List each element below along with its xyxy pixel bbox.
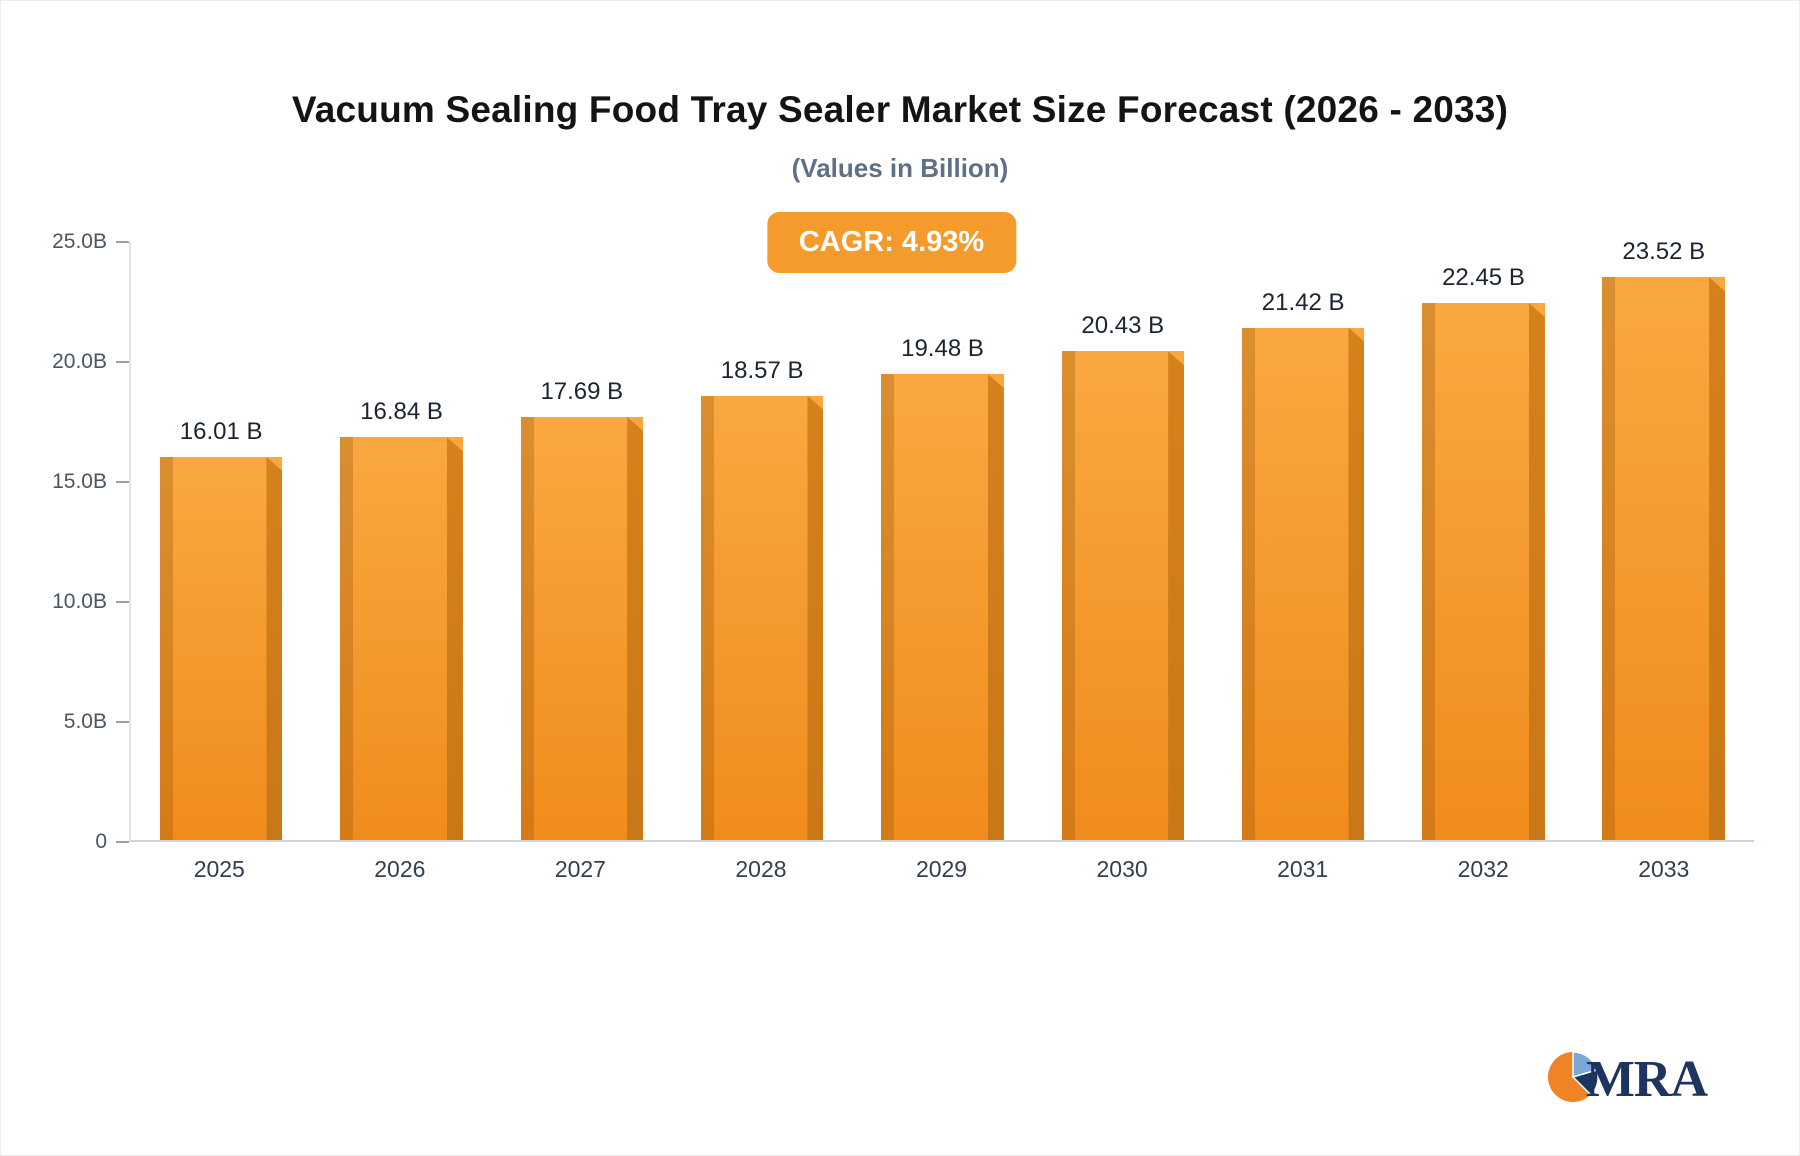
bar-side-face xyxy=(987,374,1004,840)
y-tick-mark xyxy=(116,241,129,243)
y-tick-mark xyxy=(116,841,129,843)
x-label-2027: 2027 xyxy=(554,856,606,882)
bar-slot-2033: 23.52 B xyxy=(1574,238,1754,840)
bar-value-label-2027: 17.69 B xyxy=(540,377,624,405)
bar-value-label-2030: 20.43 B xyxy=(1081,312,1165,340)
y-tick-15.0B: 15.0B xyxy=(29,470,129,494)
bar-2030: 20.43 B xyxy=(1061,312,1185,840)
x-label-2025: 2025 xyxy=(193,856,245,882)
x-label-2031: 2031 xyxy=(1277,856,1329,882)
bar-side-face xyxy=(1709,277,1726,840)
y-tick-0: 0 xyxy=(29,830,129,854)
y-tick-20.0B: 20.0B xyxy=(29,350,129,374)
chart-title: Vacuum Sealing Food Tray Sealer Market S… xyxy=(291,89,1509,130)
x-label-2032: 2032 xyxy=(1457,856,1509,882)
x-label-2026: 2026 xyxy=(374,856,426,882)
bar-side-face xyxy=(1348,327,1365,840)
y-tick-mark xyxy=(116,721,129,723)
bar-2025: 16.01 B xyxy=(159,418,283,840)
logo-text: MRA xyxy=(1585,1051,1708,1108)
bar-slot-2032: 22.45 B xyxy=(1393,242,1573,840)
y-tick-label: 0 xyxy=(95,830,107,853)
bar-value-label-2031: 21.42 B xyxy=(1261,288,1345,316)
y-tick-label: 15.0B xyxy=(52,470,107,493)
bar-value-label-2032: 22.45 B xyxy=(1442,264,1525,291)
brand-logo: MRA xyxy=(1546,1050,1708,1109)
bar-value-label-2026: 16.84 B xyxy=(360,398,443,426)
bar-value-label-2033: 23.52 B xyxy=(1622,238,1706,266)
bar-slot-2026: 16.84 B xyxy=(311,242,491,840)
bar-2027: 17.69 B xyxy=(520,378,644,840)
bar-slot-2030: 20.43 B xyxy=(1033,242,1213,840)
x-label-2028: 2028 xyxy=(735,856,787,882)
bar-side-face xyxy=(807,395,824,840)
plot-area: 16.01 B 16.84 B 17.69 B 18.57 B 19.48 B 20.43… xyxy=(129,238,1754,842)
y-tick-label: 5.0B xyxy=(63,710,107,733)
y-tick-label: 20.0B xyxy=(52,350,107,373)
y-tick-25.0B: 25.0B xyxy=(29,230,129,254)
bar-2033: 23.52 B xyxy=(1602,238,1726,840)
y-tick-5.0B: 5.0B xyxy=(29,710,129,734)
cagr-badge: CAGR: 4.93% xyxy=(766,212,1017,273)
bar-side-face xyxy=(266,457,283,840)
bar-side-face xyxy=(1168,351,1185,840)
y-tick-mark xyxy=(116,601,129,603)
x-axis-labels: 2025 2026 2027 2028 2029 2030 2031 2032 2033 xyxy=(129,856,1754,883)
chart-subtitle: (Values in Billion) xyxy=(791,153,1009,183)
y-tick-mark xyxy=(116,361,129,363)
y-tick-10.0B: 10.0B xyxy=(29,590,129,614)
x-label-2029: 2029 xyxy=(915,856,968,882)
bar-side-face xyxy=(1528,303,1545,840)
y-tick-label: 25.0B xyxy=(52,230,107,253)
bar-slot-2031: 21.42 B xyxy=(1213,242,1393,840)
bar-value-label-2029: 19.48 B xyxy=(901,335,984,363)
y-tick-mark xyxy=(116,481,129,483)
bar-slot-2028: 18.57 B xyxy=(672,242,852,840)
chart-area: CAGR: 4.93% 0 5.0B 10.0B 15.0B 20.0B 25.0B 16… xyxy=(29,212,1754,883)
bar-slot-2027: 17.69 B xyxy=(492,242,672,840)
bar-2028: 18.57 B xyxy=(700,357,824,840)
bar-value-label-2025: 16.01 B xyxy=(179,418,263,446)
bar-slot-2025: 16.01 B xyxy=(131,242,311,840)
bar-2026: 16.84 B xyxy=(340,398,463,840)
bar-2029: 19.48 B xyxy=(881,335,1004,840)
logo-pie-icon xyxy=(1546,1050,1600,1109)
bar-slot-2029: 19.48 B xyxy=(852,242,1032,840)
bar-side-face xyxy=(446,437,463,840)
bar-value-label-2028: 18.57 B xyxy=(720,356,804,384)
x-label-2033: 2033 xyxy=(1638,856,1690,882)
x-label-2030: 2030 xyxy=(1096,856,1148,882)
bar-2031: 21.42 B xyxy=(1241,289,1365,840)
bar-side-face xyxy=(627,416,644,840)
bars-container: 16.01 B 16.84 B 17.69 B 18.57 B 19.48 B 20.43… xyxy=(131,238,1754,840)
bar-2032: 22.45 B xyxy=(1422,264,1545,840)
y-axis: 0 5.0B 10.0B 15.0B 20.0B 25.0B xyxy=(29,230,129,853)
y-tick-label: 10.0B xyxy=(52,590,107,613)
